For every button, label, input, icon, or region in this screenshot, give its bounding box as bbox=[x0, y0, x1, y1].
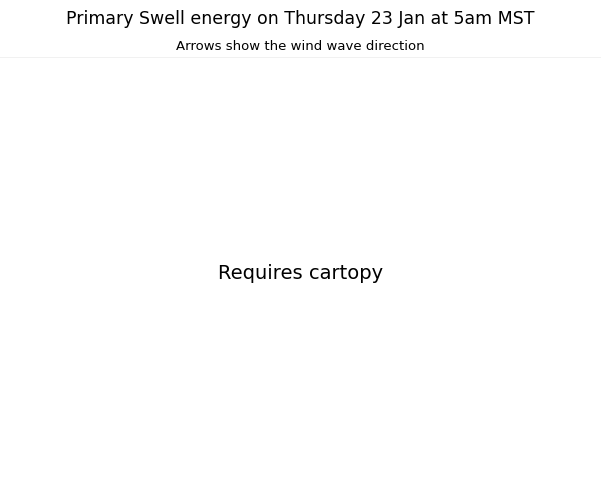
Text: Requires cartopy: Requires cartopy bbox=[218, 265, 383, 283]
Text: Arrows show the wind wave direction: Arrows show the wind wave direction bbox=[176, 40, 425, 53]
Text: Primary Swell energy on Thursday 23 Jan at 5am MST: Primary Swell energy on Thursday 23 Jan … bbox=[66, 9, 535, 27]
